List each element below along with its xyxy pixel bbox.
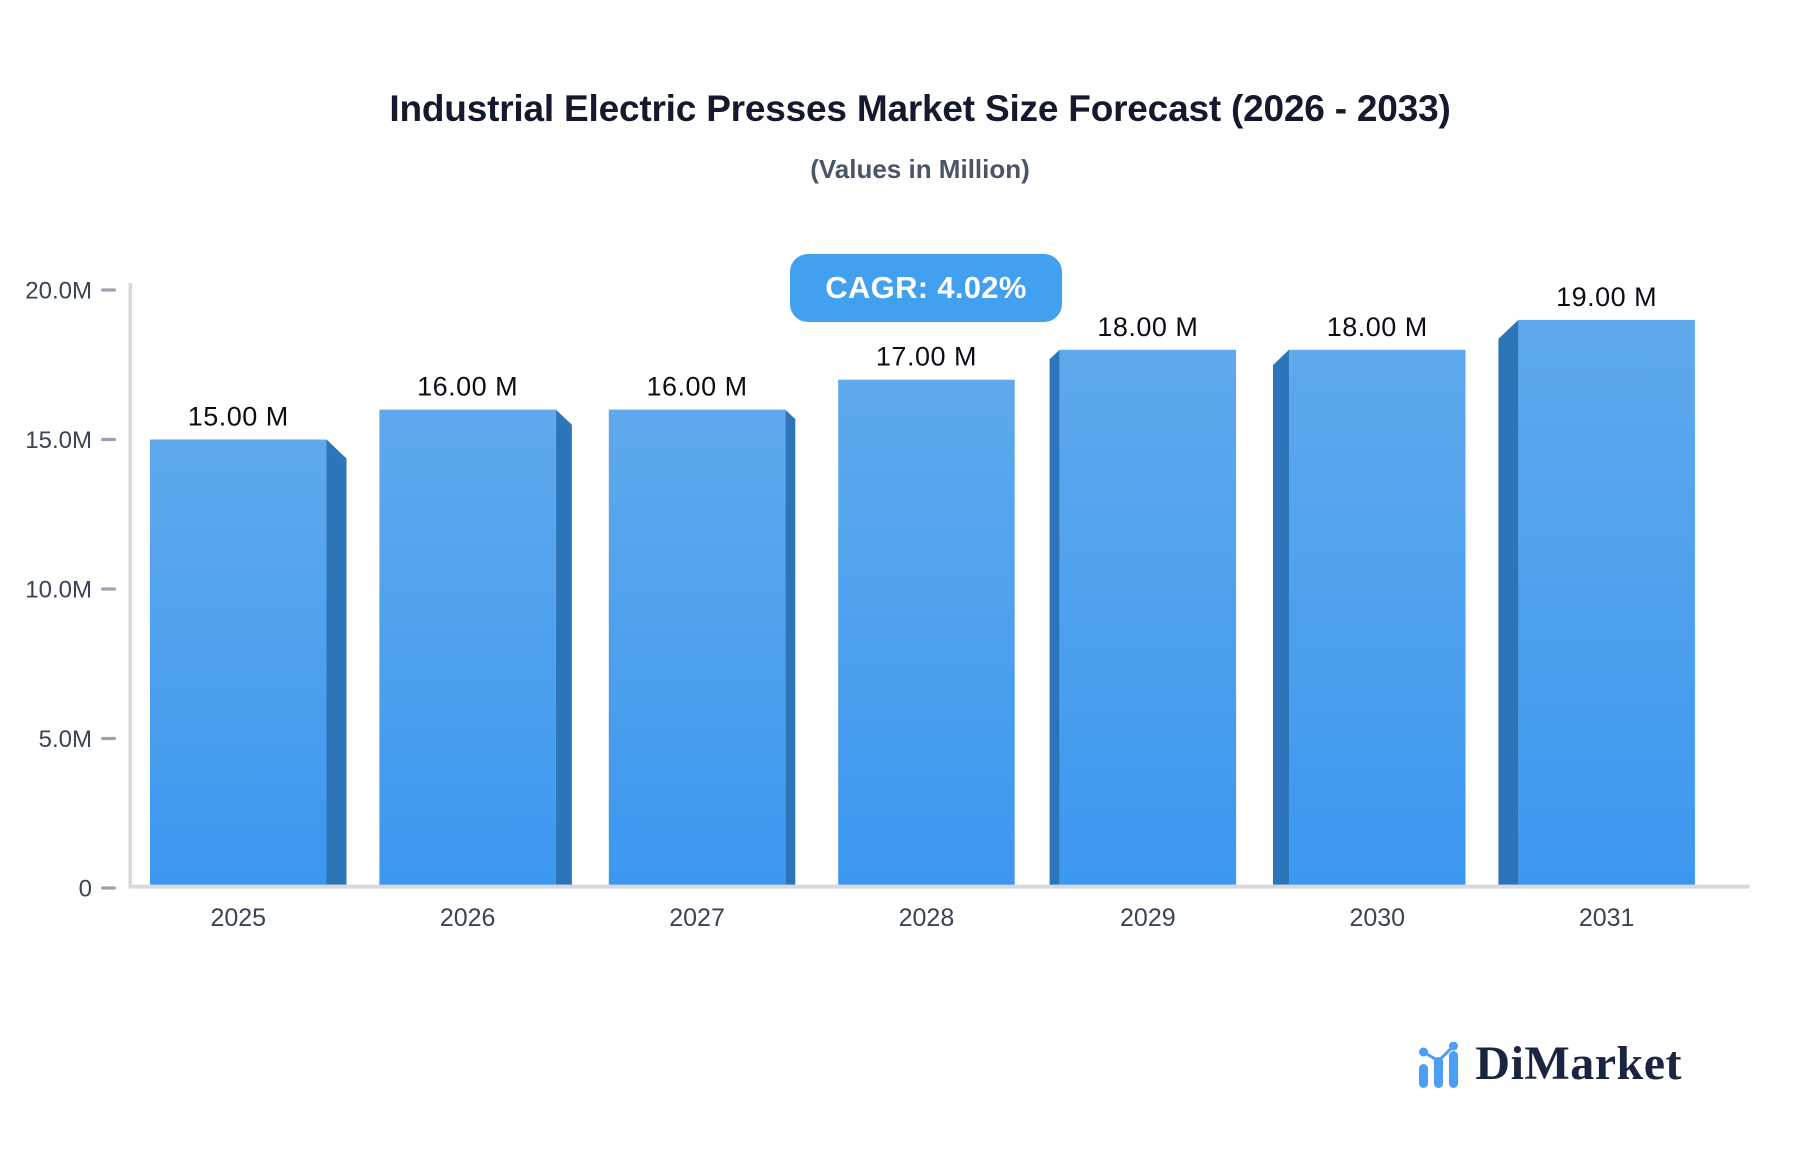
logo-text: DiMarket bbox=[1475, 1037, 1682, 1090]
bar-value-label: 16.00 M bbox=[417, 372, 518, 402]
x-tick-label: 2030 bbox=[1349, 904, 1405, 932]
bar bbox=[1059, 349, 1237, 887]
logo-bar-chart-icon bbox=[1419, 1042, 1459, 1088]
x-tick-label: 2025 bbox=[210, 904, 266, 932]
bar-value-label: 18.00 M bbox=[1097, 312, 1198, 342]
bar bbox=[150, 439, 327, 887]
x-tick-label: 2031 bbox=[1579, 904, 1635, 932]
bar-value-label: 15.00 M bbox=[188, 402, 289, 432]
bar-side-3d bbox=[1049, 349, 1060, 887]
y-tick-label: 5.0M bbox=[39, 726, 92, 753]
chart-subtitle: (Values in Million) bbox=[810, 154, 1030, 184]
bar bbox=[379, 409, 556, 887]
y-tick-label: 20.0M bbox=[25, 278, 92, 305]
brand-logo: DiMarket bbox=[1417, 1038, 1682, 1090]
bar-value-label: 16.00 M bbox=[647, 372, 748, 402]
cagr-badge: CAGR: 4.02% bbox=[790, 254, 1062, 322]
bar-side-3d bbox=[785, 409, 796, 887]
x-tick-label: 2028 bbox=[899, 904, 955, 932]
bar-side-3d bbox=[326, 439, 347, 887]
bar bbox=[1518, 319, 1695, 887]
x-tick-label: 2027 bbox=[669, 904, 725, 932]
y-tick-label: 15.0M bbox=[25, 427, 92, 454]
chart-title: Industrial Electric Presses Market Size … bbox=[389, 88, 1451, 129]
bar bbox=[1289, 349, 1466, 887]
x-tick-label: 2026 bbox=[440, 904, 496, 932]
bar-side-3d bbox=[555, 409, 572, 887]
bar bbox=[838, 379, 1015, 887]
y-tick-label: 0 bbox=[79, 876, 92, 903]
x-tick-label: 2029 bbox=[1120, 904, 1176, 932]
y-tick-dash bbox=[101, 886, 116, 890]
bar-value-label: 19.00 M bbox=[1556, 282, 1657, 312]
y-axis-line bbox=[128, 283, 132, 888]
bar bbox=[608, 409, 786, 887]
bar-value-label: 17.00 M bbox=[876, 342, 977, 372]
y-tick-label: 10.0M bbox=[25, 577, 92, 604]
y-tick-dash bbox=[101, 288, 116, 292]
y-tick-dash bbox=[101, 437, 116, 442]
y-tick-dash bbox=[101, 736, 116, 741]
bar-side-3d bbox=[1498, 319, 1519, 887]
bar-side-3d bbox=[1273, 349, 1289, 887]
bar-value-label: 18.00 M bbox=[1327, 312, 1428, 342]
chart-header: Industrial Electric Presses Market Size … bbox=[0, 88, 1800, 185]
y-tick-dash bbox=[101, 587, 116, 591]
x-axis-line bbox=[128, 884, 1750, 889]
